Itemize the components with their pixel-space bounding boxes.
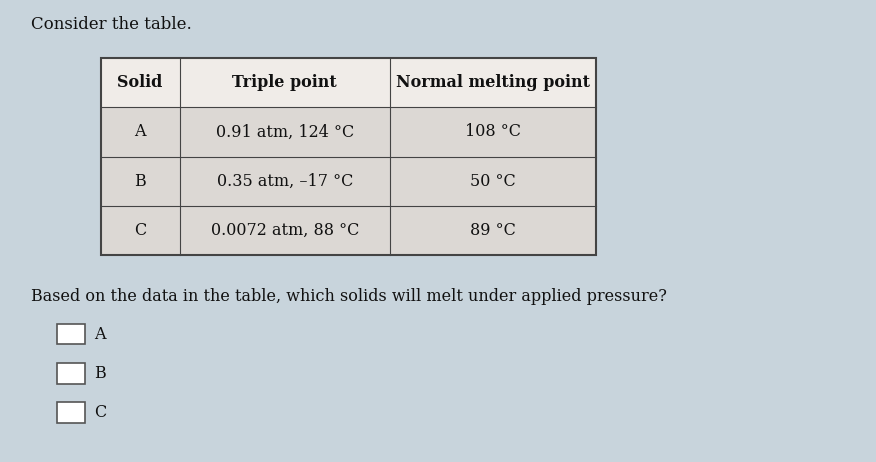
Text: Based on the data in the table, which solids will melt under applied pressure?: Based on the data in the table, which so… [31, 288, 667, 305]
Bar [101, 107, 596, 157]
Text: Triple point: Triple point [232, 74, 337, 91]
Text: B: B [134, 173, 146, 190]
Text: 0.0072 atm, 88 °C: 0.0072 atm, 88 °C [210, 222, 359, 239]
Text: 50 °C: 50 °C [470, 173, 516, 190]
Text: A: A [94, 326, 105, 342]
Text: Consider the table.: Consider the table. [31, 16, 192, 33]
Text: A: A [134, 123, 146, 140]
Text: 89 °C: 89 °C [470, 222, 516, 239]
Text: 108 °C: 108 °C [465, 123, 520, 140]
Bar [101, 58, 596, 255]
Text: 0.35 atm, –17 °C: 0.35 atm, –17 °C [216, 173, 353, 190]
Bar [101, 206, 596, 255]
Bar [101, 58, 596, 107]
Bar [57, 402, 85, 423]
Bar [101, 157, 596, 206]
Text: C: C [134, 222, 146, 239]
Text: B: B [94, 365, 105, 382]
Text: Solid: Solid [117, 74, 163, 91]
Text: Normal melting point: Normal melting point [396, 74, 590, 91]
Text: C: C [94, 404, 106, 421]
Bar [57, 323, 85, 345]
Bar [57, 363, 85, 383]
Text: 0.91 atm, 124 °C: 0.91 atm, 124 °C [215, 123, 354, 140]
